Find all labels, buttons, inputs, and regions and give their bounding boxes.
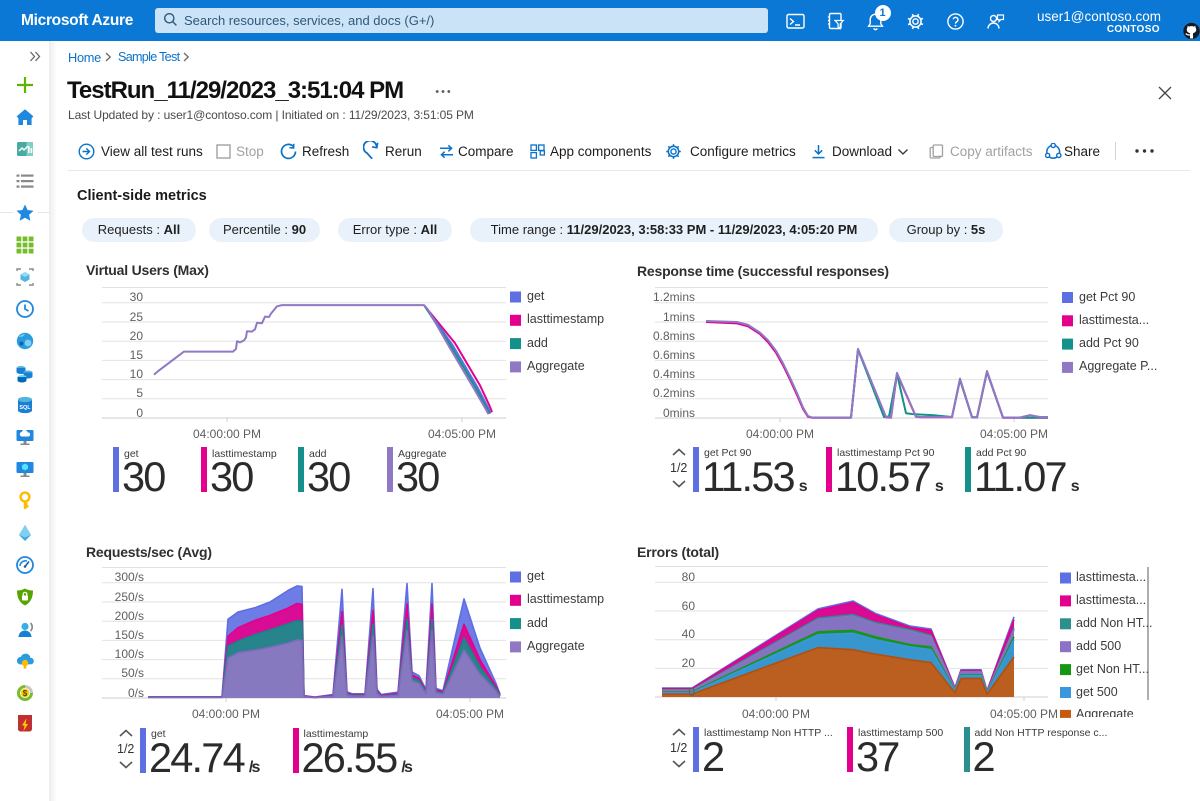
svg-text:$: $ [23, 689, 28, 698]
svg-text:SQL: SQL [19, 405, 31, 411]
